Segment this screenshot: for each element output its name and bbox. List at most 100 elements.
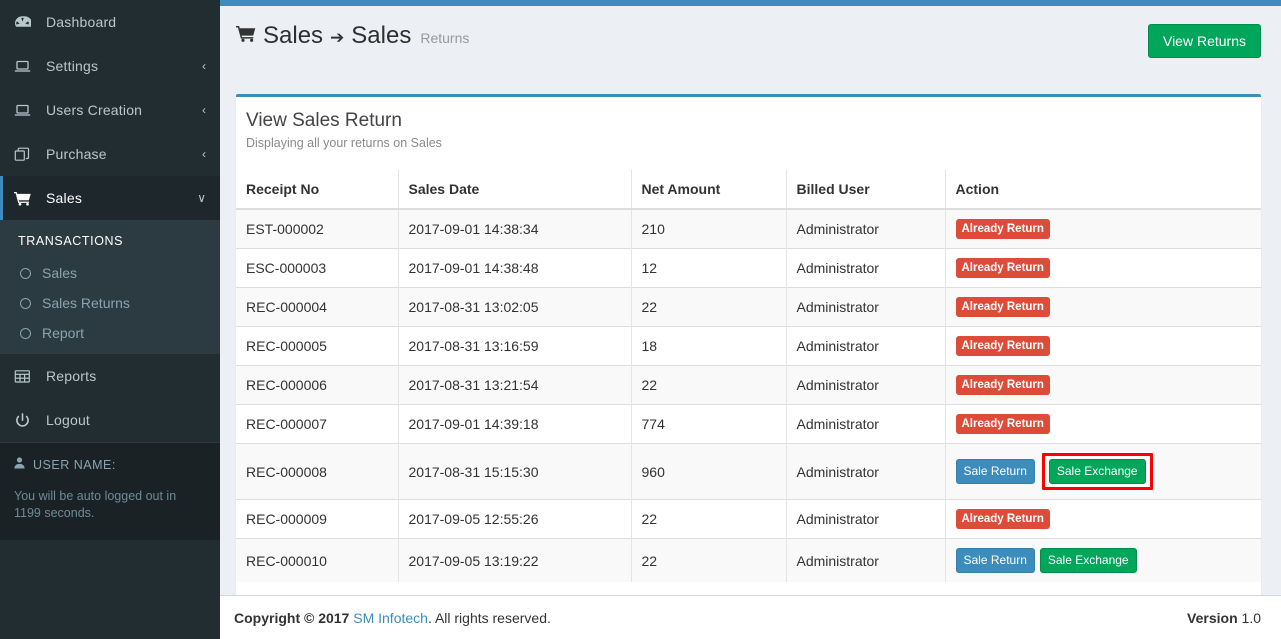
sidebar-item-sales[interactable]: Sales ∨ [0,176,220,220]
sale-exchange-button[interactable]: Sale Exchange [1039,548,1137,573]
cell-receipt: EST-000002 [236,208,398,249]
treeview-header-transactions: TRANSACTIONS [18,234,124,248]
table-row: EST-000002 2017-09-01 14:38:34 210 Administ… [236,208,1261,249]
cell-date: 2017-09-05 13:19:22 [397,538,631,582]
cell-action: Sale Return Sale Exchange [944,443,1261,500]
sidebar-item-settings[interactable]: Settings ‹ [0,44,220,88]
sidebar-subitem-report[interactable]: Report [0,318,220,348]
table-icon [14,368,38,384]
action-buttons: Already Return [955,414,1254,434]
breadcrumb-primary: Sales [263,22,324,49]
sidebar-subitem-sales[interactable]: Sales [0,258,220,288]
page-title-subtext: Returns [420,30,470,46]
cell-date: 2017-09-01 14:38:48 [397,248,631,288]
cell-user: Administrator [785,365,945,405]
sidebar-item-label: Logout [46,412,91,428]
cell-user: Administrator [785,538,945,582]
sidebar-nav: Dashboard Settings ‹ Users Creation ‹ Purchas… [0,0,220,220]
already-return-badge: Already Return [955,258,1050,278]
cell-date: 2017-09-01 14:39:18 [397,404,631,444]
cell-user: Administrator [785,326,945,366]
cell-user: Administrator [785,404,945,444]
cell-action: Already Return [944,208,1261,249]
sales-returns-table: Receipt No Sales Date Net Amount Billed Use… [236,170,1261,582]
cell-receipt: REC-000005 [236,326,398,366]
content-header: Sales ➔ Sales Returns View Returns [220,6,1281,94]
sidebar-item-label: Sales [46,190,83,206]
sidebar: Dashboard Settings ‹ Users Creation ‹ Purchas… [0,0,220,639]
cell-amount: 774 [630,404,786,444]
content-body: View Sales Return Displaying all your re… [220,94,1281,600]
cart-icon [14,190,38,206]
user-name-row: USER NAME: [14,457,206,472]
sale-exchange-button[interactable]: Sale Exchange [1048,459,1146,484]
table-row: REC-000010 2017-09-05 13:19:22 22 Administr… [236,538,1261,582]
cell-user: Administrator [785,248,945,288]
sidebar-item-label: Settings [46,58,99,74]
table-header-receipt-no: Receipt No [236,170,398,210]
cell-action: Already Return [944,287,1261,327]
already-return-badge: Already Return [955,414,1050,434]
laptop-icon [14,58,38,74]
chevron-left-icon: ‹ [202,59,206,73]
sidebar-subitem-label: Report [42,325,85,341]
sidebar-item-logout[interactable]: Logout [0,398,220,442]
cell-user: Administrator [785,443,945,500]
cell-receipt: REC-000006 [236,365,398,405]
sidebar-item-reports[interactable]: Reports [0,354,220,398]
dashboard-icon [14,14,38,30]
cell-date: 2017-08-31 13:16:59 [397,326,631,366]
cell-amount: 22 [630,499,786,539]
table-row: REC-000005 2017-08-31 13:16:59 18 Administr… [236,326,1261,366]
cell-receipt: REC-000007 [236,404,398,444]
cell-amount: 22 [630,538,786,582]
cell-amount: 22 [630,365,786,405]
cell-action: Already Return [944,365,1261,405]
footer-copyright-prefix: Copyright © 2017 [234,609,350,626]
sidebar-item-label: Reports [46,368,97,384]
sidebar-item-dashboard[interactable]: Dashboard [0,0,220,44]
already-return-badge: Already Return [955,297,1050,317]
cell-receipt: REC-000008 [236,443,398,500]
table-row: ESC-000003 2017-09-01 14:38:48 12 Administr… [236,248,1261,288]
footer-copyright-suffix: . All rights reserved. [427,609,551,626]
sidebar-subitem-label: Sales [42,265,78,281]
cell-receipt: REC-000004 [236,287,398,327]
panel-title: View Sales Return [246,110,402,131]
breadcrumb-secondary: Sales [351,22,412,49]
cell-receipt: REC-000009 [236,499,398,539]
panel-header: View Sales Return Displaying all your re… [236,97,1261,156]
sidebar-subitem-sales-returns[interactable]: Sales Returns [0,288,220,318]
view-returns-button[interactable]: View Returns [1147,24,1261,58]
arrow-icon: ➔ [330,28,345,47]
cell-amount: 210 [630,208,786,249]
table-head: Receipt No Sales Date Net Amount Billed Use… [236,170,1261,210]
sale-return-button[interactable]: Sale Return [955,459,1035,484]
chevron-left-icon: ‹ [202,147,206,161]
already-return-badge: Already Return [955,219,1050,239]
action-buttons: Already Return [955,258,1254,278]
cell-date: 2017-09-05 12:55:26 [397,499,631,539]
cell-user: Administrator [785,287,945,327]
cell-date: 2017-08-31 15:15:30 [397,443,631,500]
cell-date: 2017-08-31 13:02:05 [397,287,631,327]
chevron-left-icon: ‹ [202,103,206,117]
action-buttons: Already Return [955,375,1254,395]
sidebar-item-label: Users Creation [46,102,143,118]
sidebar-item-purchase[interactable]: Purchase ‹ [0,132,220,176]
sale-return-button[interactable]: Sale Return [955,548,1035,573]
user-icon [14,457,26,472]
sidebar-item-users-creation[interactable]: Users Creation ‹ [0,88,220,132]
user-name-label: USER NAME: [33,457,116,472]
sidebar-subitem-label: Sales Returns [42,295,130,311]
footer-company-link[interactable]: SM Infotech [353,609,428,626]
action-buttons: Sale Return Sale Exchange [955,453,1254,490]
table-header-sales-date: Sales Date [397,170,631,210]
cell-action: Already Return [944,499,1261,539]
footer-version-label: Version [1187,609,1238,626]
table-header-row: Receipt No Sales Date Net Amount Billed Use… [236,170,1261,210]
highlight-box: Sale Exchange [1041,453,1153,490]
table-body: EST-000002 2017-09-01 14:38:34 210 Administ… [236,208,1261,582]
cell-amount: 12 [630,248,786,288]
